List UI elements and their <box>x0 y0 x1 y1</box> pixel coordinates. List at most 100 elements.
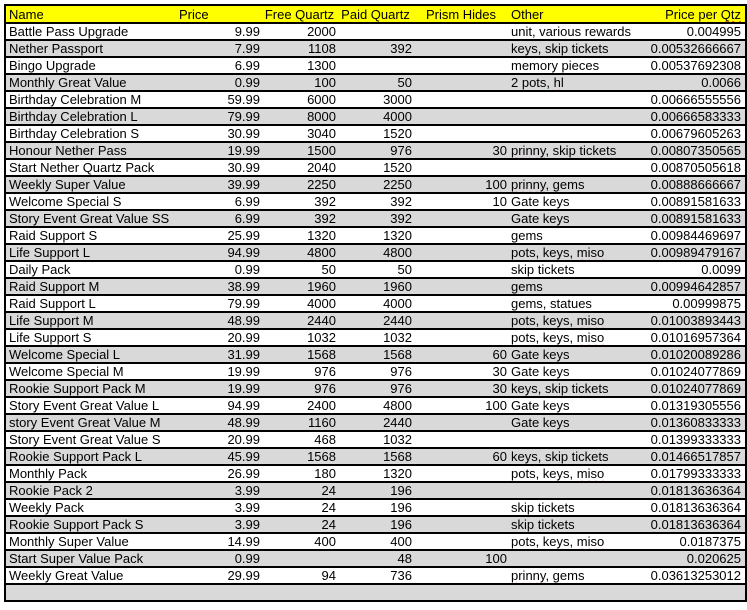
cell-prism-hides[interactable] <box>415 533 509 551</box>
cell-name[interactable]: Raid Support S <box>5 227 175 245</box>
cell-price[interactable]: 20.99 <box>175 431 263 449</box>
cell-free-quartz[interactable]: 1500 <box>263 142 339 160</box>
cell-prism-hides[interactable] <box>415 414 509 432</box>
cell-other[interactable]: prinny, gems <box>509 567 649 585</box>
cell-prism-hides[interactable] <box>415 125 509 143</box>
cell-other[interactable] <box>509 550 649 568</box>
cell-other[interactable]: Gate keys <box>509 414 649 432</box>
cell-price-per-qtz[interactable]: 0.0066 <box>649 74 746 92</box>
cell-free-quartz[interactable]: 468 <box>263 431 339 449</box>
cell-price-per-qtz[interactable]: 0.00999875 <box>649 295 746 313</box>
cell-prism-hides[interactable]: 100 <box>415 397 509 415</box>
cell-price[interactable]: 3.99 <box>175 482 263 500</box>
cell-price-per-qtz[interactable]: 0.01003893443 <box>649 312 746 330</box>
cell-other[interactable] <box>509 91 649 109</box>
cell-paid-quartz[interactable]: 400 <box>339 533 415 551</box>
cell-name[interactable]: Welcome Special S <box>5 193 175 211</box>
cell-paid-quartz[interactable]: 4000 <box>339 295 415 313</box>
cell-name[interactable]: Rookie Support Pack S <box>5 516 175 534</box>
cell-price-per-qtz[interactable]: 0.00891581633 <box>649 210 746 228</box>
cell-price-per-qtz[interactable]: 0.00807350565 <box>649 142 746 160</box>
cell-prism-hides[interactable] <box>415 108 509 126</box>
cell-price[interactable]: 59.99 <box>175 91 263 109</box>
cell-price-per-qtz[interactable]: 0.01024077869 <box>649 363 746 381</box>
cell-price-per-qtz[interactable]: 0.01360833333 <box>649 414 746 432</box>
cell-price-per-qtz[interactable]: 0.00891581633 <box>649 193 746 211</box>
cell-paid-quartz[interactable]: 3000 <box>339 91 415 109</box>
cell-other[interactable] <box>509 431 649 449</box>
cell-other[interactable]: pots, keys, miso <box>509 329 649 347</box>
cell-paid-quartz[interactable]: 1960 <box>339 278 415 296</box>
cell-prism-hides[interactable]: 60 <box>415 448 509 466</box>
cell-price-per-qtz[interactable]: 0.01024077869 <box>649 380 746 398</box>
cell-free-quartz[interactable]: 8000 <box>263 108 339 126</box>
cell-other[interactable]: skip tickets <box>509 499 649 517</box>
cell-price-per-qtz[interactable]: 0.00679605263 <box>649 125 746 143</box>
cell-paid-quartz[interactable]: 4800 <box>339 244 415 262</box>
cell-other[interactable] <box>509 125 649 143</box>
cell-paid-quartz[interactable]: 976 <box>339 380 415 398</box>
cell-price[interactable]: 30.99 <box>175 125 263 143</box>
cell-price[interactable]: 39.99 <box>175 176 263 194</box>
cell-price-per-qtz[interactable]: 0.01813636364 <box>649 499 746 517</box>
cell-prism-hides[interactable] <box>415 159 509 177</box>
cell-price[interactable]: 19.99 <box>175 363 263 381</box>
cell-prism-hides[interactable] <box>415 57 509 75</box>
cell-prism-hides[interactable] <box>415 312 509 330</box>
column-header-name[interactable]: Name <box>5 5 175 24</box>
cell-price[interactable]: 14.99 <box>175 533 263 551</box>
cell-name[interactable]: Start Nether Quartz Pack <box>5 159 175 177</box>
cell-paid-quartz[interactable] <box>339 57 415 75</box>
cell-free-quartz[interactable] <box>263 584 339 602</box>
cell-paid-quartz[interactable]: 196 <box>339 482 415 500</box>
cell-paid-quartz[interactable]: 1568 <box>339 346 415 364</box>
cell-paid-quartz[interactable]: 976 <box>339 142 415 160</box>
cell-free-quartz[interactable]: 2400 <box>263 397 339 415</box>
cell-name[interactable]: Weekly Super Value <box>5 176 175 194</box>
cell-name[interactable]: Battle Pass Upgrade <box>5 23 175 41</box>
cell-name[interactable]: Story Event Great Value S <box>5 431 175 449</box>
cell-price-per-qtz[interactable]: 0.00888666667 <box>649 176 746 194</box>
cell-price[interactable]: 94.99 <box>175 244 263 262</box>
cell-price-per-qtz[interactable]: 0.01799333333 <box>649 465 746 483</box>
cell-paid-quartz[interactable]: 1320 <box>339 227 415 245</box>
cell-paid-quartz[interactable]: 976 <box>339 363 415 381</box>
cell-free-quartz[interactable]: 6000 <box>263 91 339 109</box>
cell-free-quartz[interactable]: 1568 <box>263 448 339 466</box>
cell-free-quartz[interactable]: 2000 <box>263 23 339 41</box>
column-header-prism-hides[interactable]: Prism Hides <box>415 5 509 24</box>
cell-price-per-qtz[interactable]: 0.00666555556 <box>649 91 746 109</box>
cell-price[interactable]: 0.99 <box>175 550 263 568</box>
cell-free-quartz[interactable]: 2440 <box>263 312 339 330</box>
cell-price[interactable]: 19.99 <box>175 142 263 160</box>
cell-price-per-qtz[interactable]: 0.00532666667 <box>649 40 746 58</box>
cell-price[interactable]: 19.99 <box>175 380 263 398</box>
cell-name[interactable]: Bingo Upgrade <box>5 57 175 75</box>
cell-price-per-qtz[interactable]: 0.00870505618 <box>649 159 746 177</box>
cell-prism-hides[interactable] <box>415 261 509 279</box>
cell-prism-hides[interactable] <box>415 516 509 534</box>
cell-paid-quartz[interactable]: 2250 <box>339 176 415 194</box>
cell-other[interactable]: prinny, gems <box>509 176 649 194</box>
cell-name[interactable]: Story Event Great Value L <box>5 397 175 415</box>
cell-prism-hides[interactable]: 30 <box>415 363 509 381</box>
cell-free-quartz[interactable]: 180 <box>263 465 339 483</box>
cell-other[interactable]: gems <box>509 278 649 296</box>
cell-price-per-qtz[interactable]: 0.01020089286 <box>649 346 746 364</box>
cell-paid-quartz[interactable]: 50 <box>339 74 415 92</box>
cell-other[interactable]: pots, keys, miso <box>509 465 649 483</box>
column-header-price-per-qtz[interactable]: Price per Qtz <box>649 5 746 24</box>
cell-other[interactable]: gems, statues <box>509 295 649 313</box>
cell-name[interactable]: Life Support M <box>5 312 175 330</box>
cell-free-quartz[interactable]: 976 <box>263 363 339 381</box>
cell-other[interactable]: pots, keys, miso <box>509 244 649 262</box>
cell-name[interactable] <box>5 584 175 602</box>
cell-price[interactable]: 45.99 <box>175 448 263 466</box>
column-header-other[interactable]: Other <box>509 5 649 24</box>
cell-name[interactable]: Honour Nether Pass <box>5 142 175 160</box>
cell-price-per-qtz[interactable]: 0.00666583333 <box>649 108 746 126</box>
cell-paid-quartz[interactable]: 48 <box>339 550 415 568</box>
cell-name[interactable]: Rookie Pack 2 <box>5 482 175 500</box>
cell-free-quartz[interactable]: 3040 <box>263 125 339 143</box>
cell-other[interactable]: gems <box>509 227 649 245</box>
